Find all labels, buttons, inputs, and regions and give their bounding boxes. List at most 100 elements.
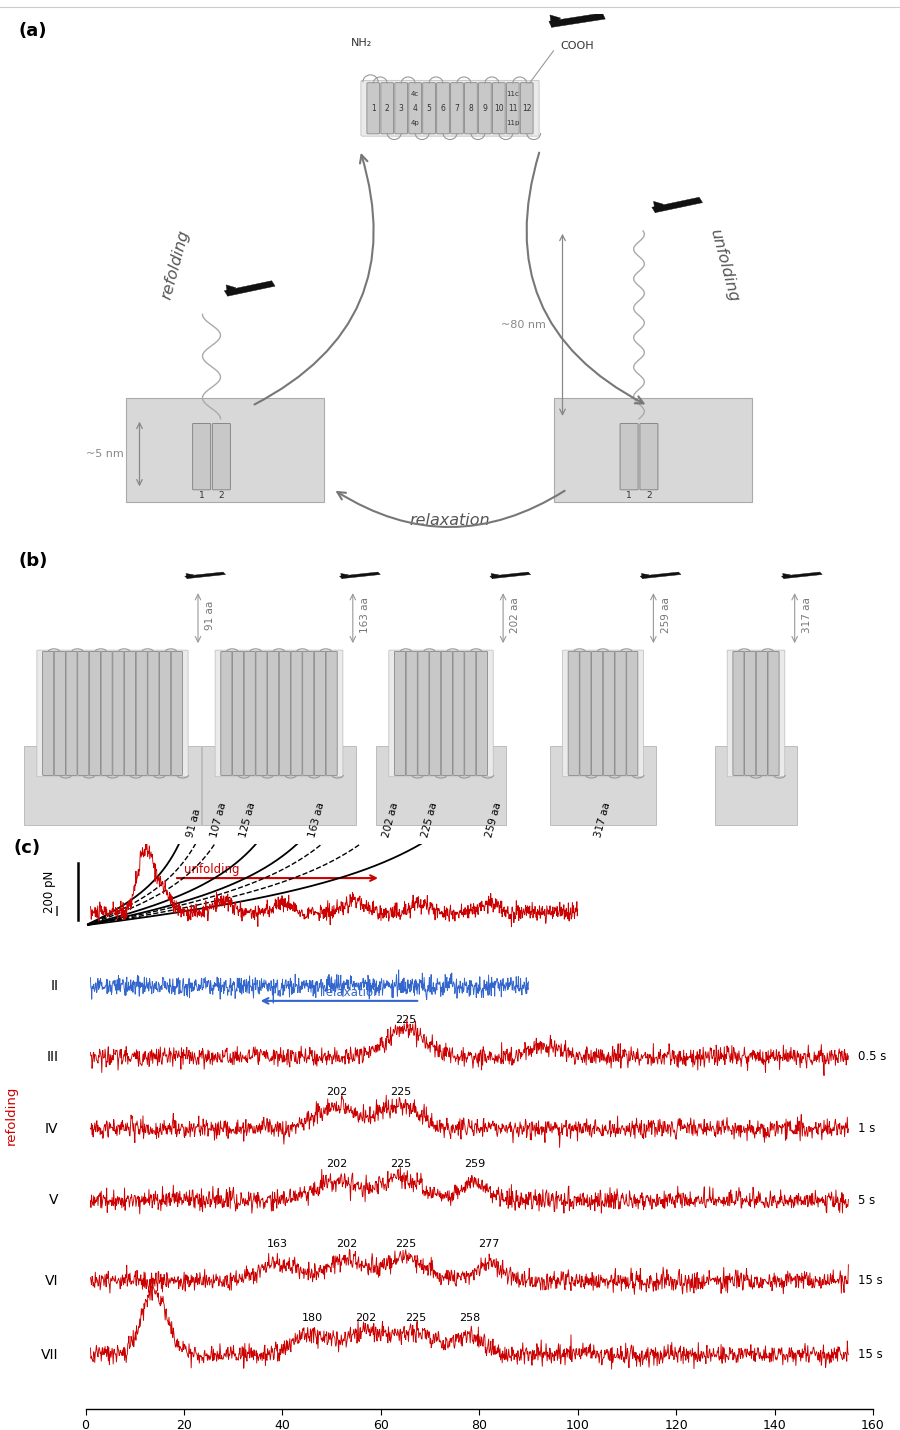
FancyBboxPatch shape — [215, 651, 343, 776]
FancyBboxPatch shape — [568, 652, 580, 775]
Polygon shape — [226, 285, 236, 296]
Text: relaxation: relaxation — [322, 985, 382, 1000]
Text: 1: 1 — [199, 490, 204, 499]
FancyBboxPatch shape — [733, 652, 744, 775]
FancyBboxPatch shape — [302, 652, 314, 775]
FancyBboxPatch shape — [464, 652, 476, 775]
FancyBboxPatch shape — [326, 652, 338, 775]
Bar — [126, 398, 324, 502]
Text: 7: 7 — [454, 104, 459, 113]
FancyBboxPatch shape — [615, 652, 626, 775]
FancyBboxPatch shape — [418, 652, 429, 775]
Text: 0.5 s: 0.5 s — [859, 1051, 886, 1064]
FancyBboxPatch shape — [580, 652, 591, 775]
FancyBboxPatch shape — [626, 652, 638, 775]
Polygon shape — [184, 572, 226, 579]
Text: IV: IV — [45, 1121, 58, 1135]
FancyBboxPatch shape — [193, 423, 211, 490]
Text: 259: 259 — [464, 1158, 485, 1168]
FancyBboxPatch shape — [37, 651, 188, 776]
FancyBboxPatch shape — [77, 652, 89, 775]
Text: COOH: COOH — [561, 41, 594, 51]
Text: 202: 202 — [336, 1240, 357, 1250]
Text: III: III — [47, 1050, 58, 1064]
FancyBboxPatch shape — [476, 652, 488, 775]
Text: 4p: 4p — [410, 120, 419, 126]
Text: 163 aa: 163 aa — [308, 802, 327, 839]
FancyBboxPatch shape — [441, 652, 453, 775]
Text: 202: 202 — [326, 1158, 347, 1168]
FancyBboxPatch shape — [492, 83, 505, 134]
FancyBboxPatch shape — [232, 652, 244, 775]
Text: VI: VI — [45, 1274, 58, 1288]
Text: 202: 202 — [326, 1087, 347, 1097]
Text: 225: 225 — [390, 1158, 411, 1168]
Bar — [24, 745, 201, 825]
FancyBboxPatch shape — [244, 652, 256, 775]
FancyBboxPatch shape — [744, 652, 756, 775]
Text: 4c: 4c — [411, 90, 419, 97]
Bar — [554, 398, 752, 502]
Text: 6: 6 — [441, 104, 446, 113]
Text: 317 aa: 317 aa — [802, 598, 812, 633]
Text: II: II — [50, 980, 58, 994]
Text: 15 s: 15 s — [859, 1348, 883, 1361]
Polygon shape — [653, 202, 663, 213]
Polygon shape — [224, 280, 275, 296]
Text: 277: 277 — [479, 1240, 500, 1250]
FancyBboxPatch shape — [389, 651, 493, 776]
FancyBboxPatch shape — [479, 83, 491, 134]
FancyBboxPatch shape — [409, 83, 421, 134]
Text: 258: 258 — [459, 1313, 480, 1323]
Text: 259 aa: 259 aa — [661, 598, 670, 633]
Text: 202 aa: 202 aa — [510, 598, 520, 633]
Text: 317 aa: 317 aa — [593, 802, 612, 839]
Text: 9: 9 — [482, 104, 487, 113]
FancyBboxPatch shape — [453, 652, 464, 775]
Text: relaxation: relaxation — [410, 513, 490, 528]
Text: 12: 12 — [522, 104, 532, 113]
FancyBboxPatch shape — [291, 652, 302, 775]
Text: 91 aa: 91 aa — [205, 601, 215, 629]
Text: 163: 163 — [267, 1240, 288, 1250]
Text: (b): (b) — [18, 552, 48, 571]
Text: unfolding: unfolding — [184, 864, 239, 877]
FancyBboxPatch shape — [768, 652, 779, 775]
Text: 11p: 11p — [506, 120, 519, 126]
Text: VII: VII — [40, 1347, 58, 1361]
FancyBboxPatch shape — [381, 83, 393, 134]
FancyBboxPatch shape — [367, 83, 380, 134]
Bar — [202, 745, 356, 825]
FancyBboxPatch shape — [89, 652, 101, 775]
FancyBboxPatch shape — [562, 651, 644, 776]
Text: 2: 2 — [646, 490, 652, 499]
Text: 1 s: 1 s — [859, 1123, 876, 1135]
Text: 11: 11 — [508, 104, 518, 113]
FancyBboxPatch shape — [220, 652, 232, 775]
FancyArrowPatch shape — [255, 154, 374, 405]
Text: 202: 202 — [356, 1313, 377, 1323]
FancyBboxPatch shape — [112, 652, 124, 775]
FancyBboxPatch shape — [66, 652, 77, 775]
FancyBboxPatch shape — [429, 652, 441, 775]
Text: NH₂: NH₂ — [351, 39, 373, 49]
Text: 163 aa: 163 aa — [360, 598, 370, 633]
FancyBboxPatch shape — [423, 83, 436, 134]
FancyBboxPatch shape — [212, 423, 230, 490]
Polygon shape — [549, 13, 606, 27]
Text: ~80 nm: ~80 nm — [501, 320, 546, 330]
Text: 202 aa: 202 aa — [382, 802, 400, 839]
FancyBboxPatch shape — [395, 83, 408, 134]
Polygon shape — [640, 572, 681, 579]
Text: ~5 nm: ~5 nm — [86, 449, 123, 459]
Text: 180: 180 — [302, 1313, 322, 1323]
Polygon shape — [781, 572, 823, 579]
Polygon shape — [652, 197, 703, 213]
Text: 259 aa: 259 aa — [484, 802, 503, 839]
Text: 8: 8 — [469, 104, 473, 113]
Text: 91 aa: 91 aa — [185, 808, 202, 839]
FancyBboxPatch shape — [101, 652, 112, 775]
Text: 2: 2 — [219, 490, 224, 499]
FancyBboxPatch shape — [451, 83, 464, 134]
Text: 225: 225 — [390, 1087, 411, 1097]
